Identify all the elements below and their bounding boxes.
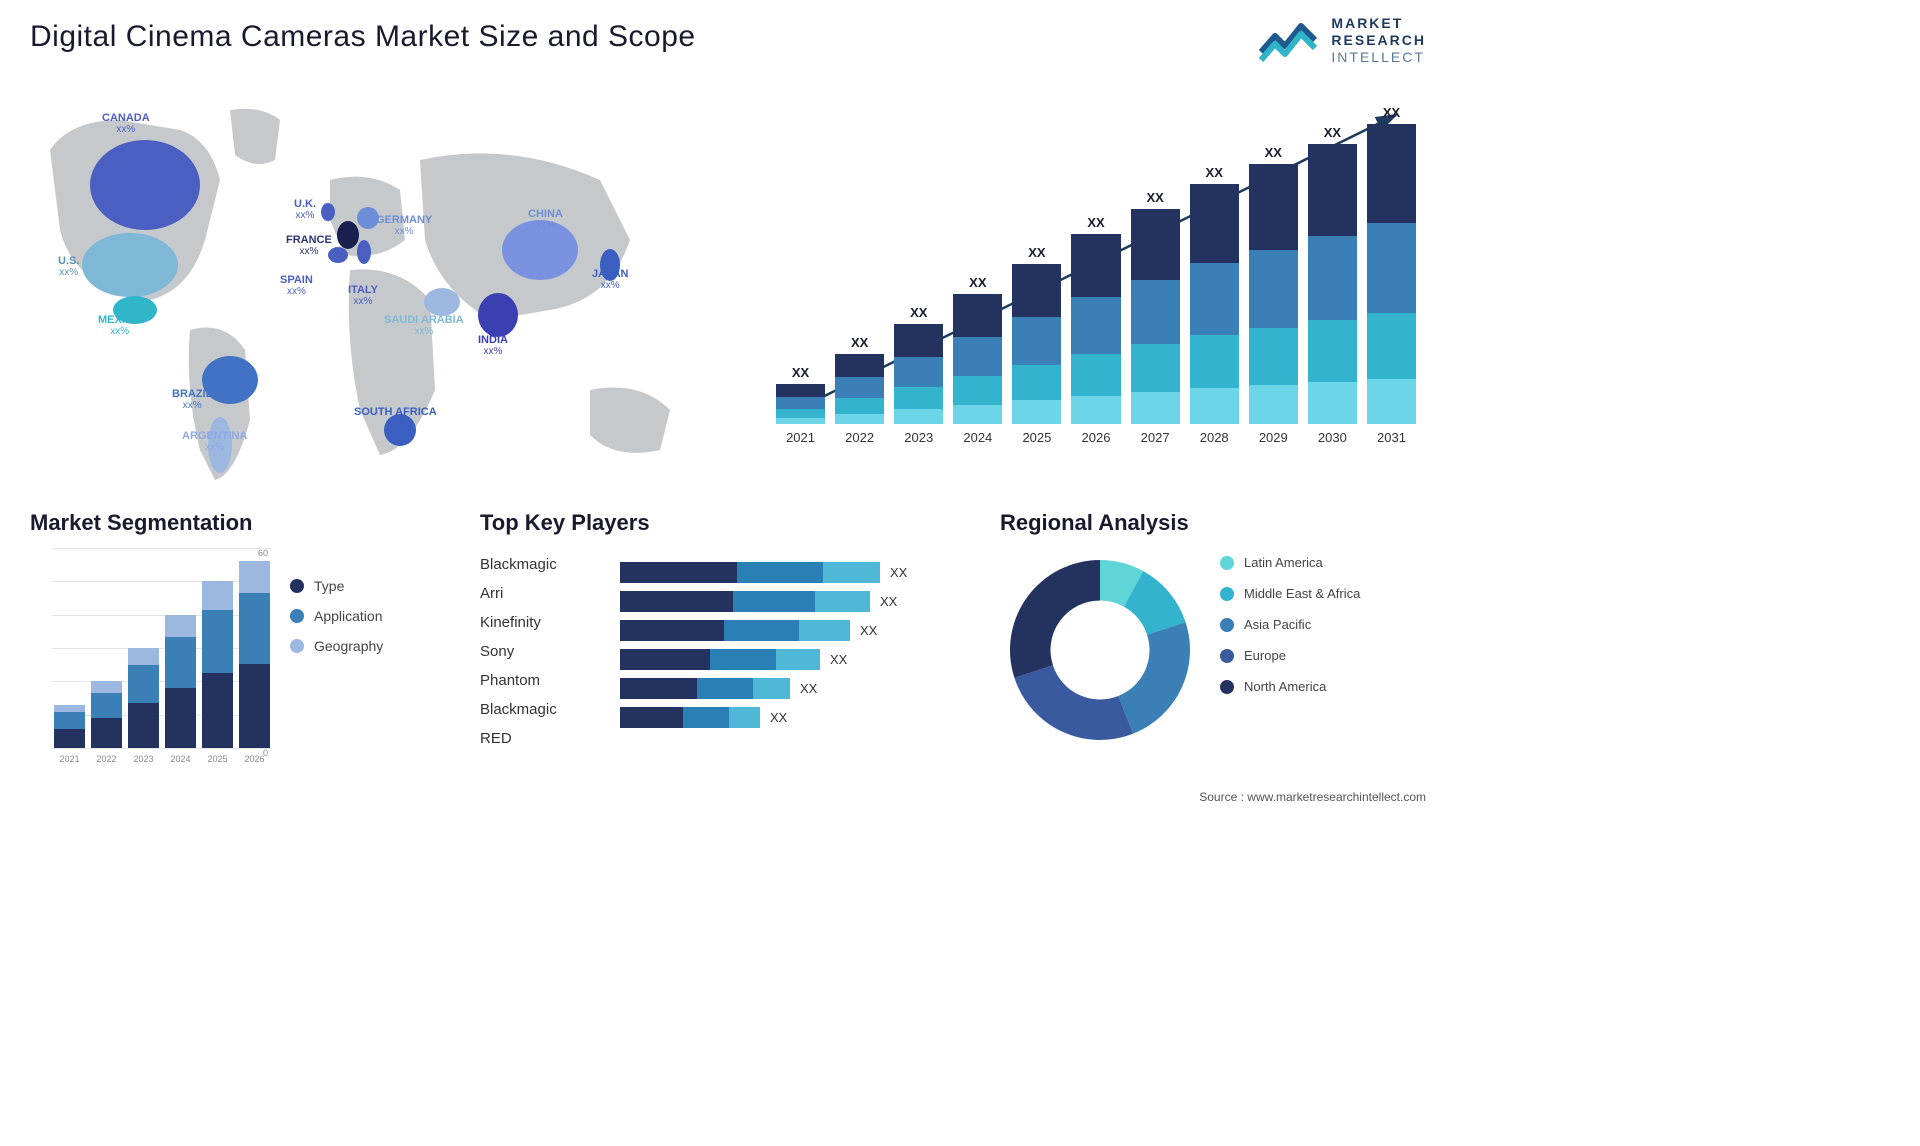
- region-legend-asia-pacific: Asia Pacific: [1220, 617, 1360, 632]
- map-label-india: INDIAxx%: [478, 334, 508, 357]
- segmentation-chart: 0102030405060202120222023202420252026: [30, 548, 270, 768]
- seg-legend-type: Type: [290, 578, 383, 594]
- player-bars: XX XX XX XX XX XX: [620, 562, 930, 736]
- player-bar-1: XX: [620, 562, 930, 583]
- donut-seg-europe: [1014, 665, 1133, 740]
- world-map: CANADAxx% U.S.xx% MEXICOxx% BRAZILxx% ARGENT…: [30, 90, 710, 490]
- regional-donut: [1000, 550, 1200, 750]
- page-title: Digital Cinema Cameras Market Size and S…: [30, 20, 696, 54]
- seg-bar-2026: 2026: [239, 561, 270, 748]
- logo-line2: RESEARCH: [1331, 32, 1426, 49]
- player-bar-5: XX: [620, 678, 930, 699]
- map-label-france: FRANCExx%: [286, 234, 332, 257]
- region-legend-latin-america: Latin America: [1220, 555, 1360, 570]
- player-bar-6: XX: [620, 707, 930, 728]
- seg-bar-2023: 2023: [128, 648, 159, 748]
- map-label-canada: CANADAxx%: [102, 112, 150, 135]
- map-label-saudiarabia: SAUDI ARABIAxx%: [384, 314, 464, 337]
- map-label-mexico: MEXICOxx%: [98, 314, 141, 337]
- brand-logo: MARKET RESEARCH INTELLECT: [1257, 15, 1426, 65]
- main-bar-2028: XX2028: [1190, 165, 1239, 445]
- player-name-1: Arri: [480, 579, 557, 608]
- seg-bar-2021: 2021: [54, 705, 85, 748]
- donut-seg-asia-pacific: [1118, 622, 1190, 733]
- market-segmentation-section: Market Segmentation 01020304050602021202…: [30, 510, 450, 768]
- logo-line1: MARKET: [1331, 15, 1426, 32]
- seg-bar-2022: 2022: [91, 681, 122, 748]
- regional-title: Regional Analysis: [1000, 510, 1420, 536]
- main-bar-2021: XX2021: [776, 365, 825, 445]
- key-players-section: Top Key Players BlackmagicArriKinefinity…: [480, 510, 960, 548]
- player-name-0: Blackmagic: [480, 550, 557, 579]
- logo-line3: INTELLECT: [1331, 49, 1426, 66]
- player-name-2: Kinefinity: [480, 608, 557, 637]
- player-name-4: Phantom: [480, 666, 557, 695]
- player-name-3: Sony: [480, 637, 557, 666]
- logo-icon: [1257, 16, 1321, 64]
- map-label-southafrica: SOUTH AFRICAxx%: [354, 406, 437, 429]
- player-name-list: BlackmagicArriKinefinitySonyPhantomBlack…: [480, 550, 557, 753]
- player-bar-2: XX: [620, 591, 930, 612]
- donut-seg-north-america: [1010, 560, 1100, 678]
- main-bar-2025: XX2025: [1012, 245, 1061, 445]
- player-bar-4: XX: [620, 649, 930, 670]
- main-bar-2027: XX2027: [1131, 190, 1180, 445]
- segmentation-title: Market Segmentation: [30, 510, 450, 536]
- map-label-japan: JAPANxx%: [592, 268, 628, 291]
- region-legend-europe: Europe: [1220, 648, 1360, 663]
- main-bar-2022: XX2022: [835, 335, 884, 445]
- map-label-us: U.S.xx%: [58, 255, 79, 278]
- region-legend-middle-east---africa: Middle East & Africa: [1220, 586, 1360, 601]
- main-bar-2024: XX2024: [953, 275, 1002, 445]
- players-title: Top Key Players: [480, 510, 960, 536]
- regional-analysis-section: Regional Analysis Latin AmericaMiddle Ea…: [1000, 510, 1420, 548]
- main-bar-2031: XX2031: [1367, 105, 1416, 445]
- player-name-5: Blackmagic: [480, 695, 557, 724]
- main-bar-2026: XX2026: [1071, 215, 1120, 445]
- main-bar-2030: XX2030: [1308, 125, 1357, 445]
- main-growth-chart: XX2021XX2022XX2023XX2024XX2025XX2026XX20…: [776, 100, 1416, 470]
- map-label-germany: GERMANYxx%: [376, 214, 432, 237]
- regional-legend: Latin America Middle East & Africa Asia Pa…: [1220, 555, 1360, 710]
- map-label-china: CHINAxx%: [528, 208, 563, 231]
- region-legend-north-america: North America: [1220, 679, 1360, 694]
- main-bar-2029: XX2029: [1249, 145, 1298, 445]
- map-label-spain: SPAINxx%: [280, 274, 313, 297]
- map-label-uk: U.K.xx%: [294, 198, 316, 221]
- player-bar-3: XX: [620, 620, 930, 641]
- segmentation-legend: Type Application Geography: [290, 578, 383, 668]
- map-label-argentina: ARGENTINAxx%: [182, 430, 247, 453]
- seg-bar-2025: 2025: [202, 581, 233, 748]
- seg-legend-application: Application: [290, 608, 383, 624]
- map-label-italy: ITALYxx%: [348, 284, 378, 307]
- main-bar-2023: XX2023: [894, 305, 943, 445]
- seg-bar-2024: 2024: [165, 615, 196, 748]
- seg-legend-geography: Geography: [290, 638, 383, 654]
- player-name-6: RED: [480, 724, 557, 753]
- source-attribution: Source : www.marketresearchintellect.com: [1199, 790, 1426, 804]
- map-label-brazil: BRAZILxx%: [172, 388, 212, 411]
